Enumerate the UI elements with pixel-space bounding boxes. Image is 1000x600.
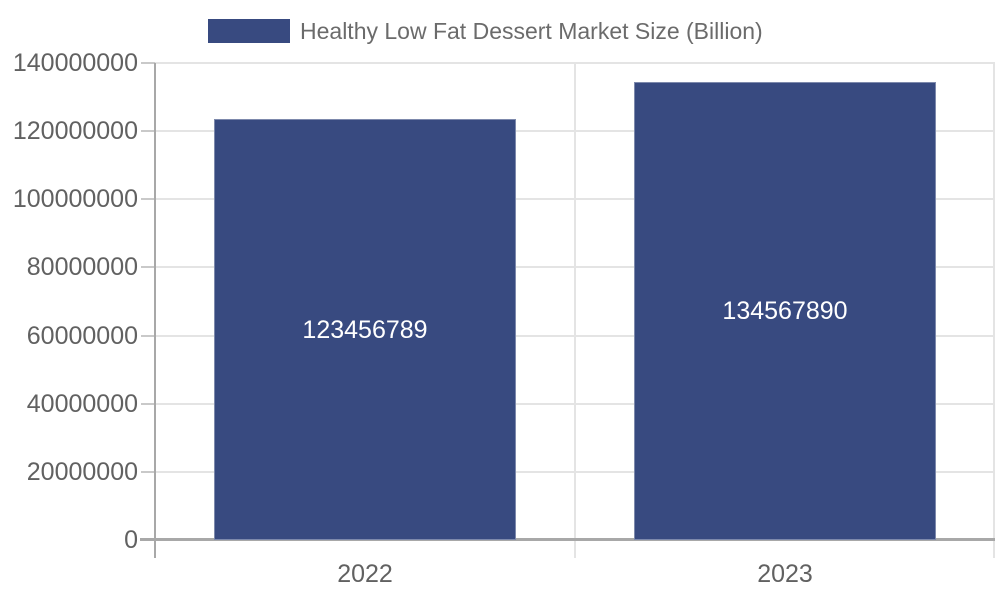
y-tick-label: 0 <box>124 526 138 554</box>
y-axis-line <box>154 63 156 558</box>
bar-2023[interactable] <box>634 81 936 540</box>
bar-value-label: 123456789 <box>302 315 428 344</box>
y-tick-label: 120000000 <box>12 117 138 146</box>
x-gridline <box>574 63 576 558</box>
y-tick-mark <box>141 470 155 473</box>
legend-label: Healthy Low Fat Dessert Market Size (Bil… <box>300 18 763 44</box>
x-tick-label: 2022 <box>337 560 393 588</box>
y-tick-label: 100000000 <box>12 185 138 214</box>
y-tick-label: 20000000 <box>26 457 138 486</box>
y-tick-mark <box>141 334 155 337</box>
y-tick-label: 80000000 <box>26 253 138 282</box>
bar-value-label: 134567890 <box>722 296 848 325</box>
y-tick-label: 60000000 <box>26 321 138 350</box>
bar-2022[interactable] <box>214 119 516 540</box>
legend[interactable]: Healthy Low Fat Dessert Market Size (Bil… <box>208 17 763 45</box>
y-tick-label: 140000000 <box>12 49 138 77</box>
x-axis-line <box>140 538 995 541</box>
legend-swatch-icon <box>208 19 290 43</box>
x-gridline <box>993 63 995 558</box>
y-tick-mark <box>141 62 155 64</box>
y-tick-mark <box>141 130 155 133</box>
y-tick-label: 40000000 <box>26 389 138 418</box>
x-tick-label: 2023 <box>757 560 813 588</box>
y-tick-mark <box>141 198 155 201</box>
y-tick-mark <box>141 266 155 269</box>
y-tick-mark <box>141 402 155 405</box>
